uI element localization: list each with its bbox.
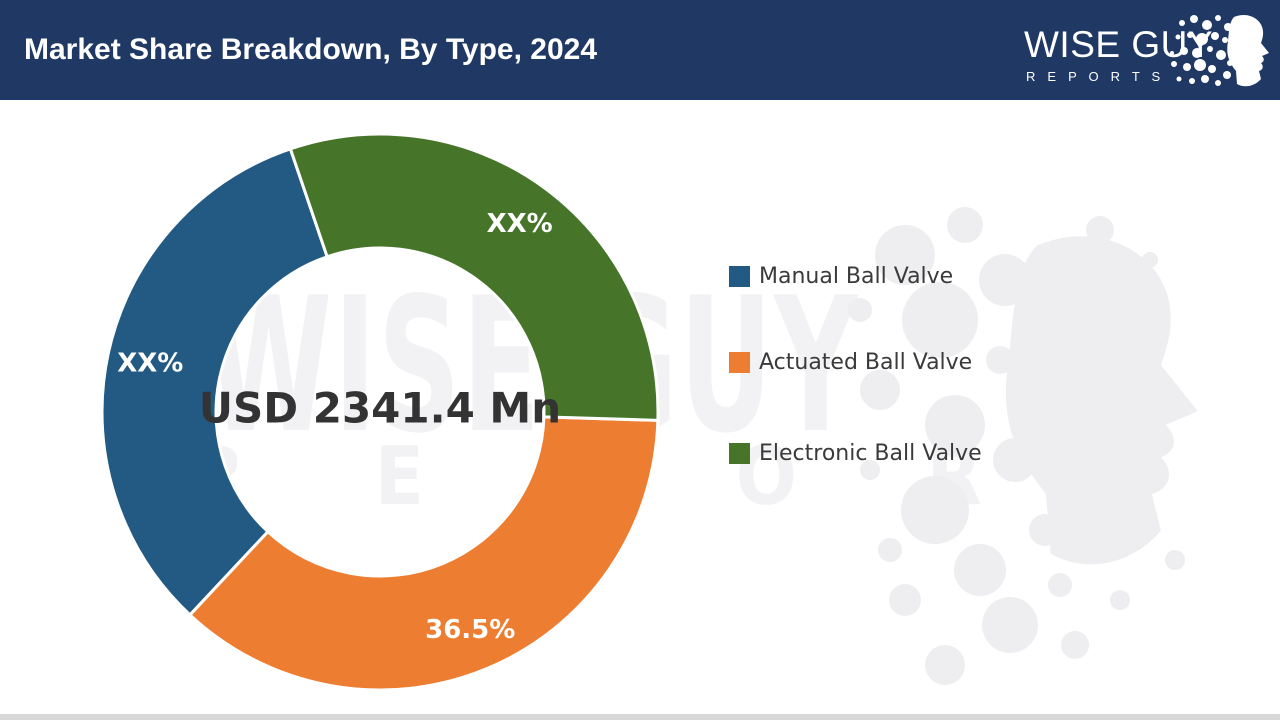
watermark-face-icon <box>848 207 1198 685</box>
footer-bar <box>0 714 1280 720</box>
segment-value-label: 36.5% <box>425 615 515 645</box>
chart-area: WISE GUY R E P O R T S XX% 36.5% XX% USD 2… <box>0 100 1280 714</box>
segment-value-label: XX% <box>117 349 183 379</box>
donut-segment-manual-ball-valve <box>100 146 330 618</box>
header: Market Share Breakdown, By Type, 2024 WI… <box>0 0 1280 100</box>
logo-dots-icon <box>1170 15 1235 86</box>
donut-chart: XX% 36.5% XX% <box>100 132 660 692</box>
wiseguy-logo: WISE GUY R E P O R T S <box>1024 14 1269 87</box>
donut-segment-electronic-ball-valve <box>288 132 660 422</box>
wiseguy-face-icon <box>1227 14 1269 87</box>
donut-segment-actuated-ball-valve <box>187 415 660 692</box>
segment-value-label: XX% <box>487 209 553 239</box>
logo-text: WISE GUY <box>1024 24 1213 65</box>
logo-subtext: R E P O R T S <box>1026 69 1164 84</box>
page-title: Market Share Breakdown, By Type, 2024 <box>24 33 598 66</box>
chart-center-value: USD 2341.4 Mn <box>198 383 562 433</box>
